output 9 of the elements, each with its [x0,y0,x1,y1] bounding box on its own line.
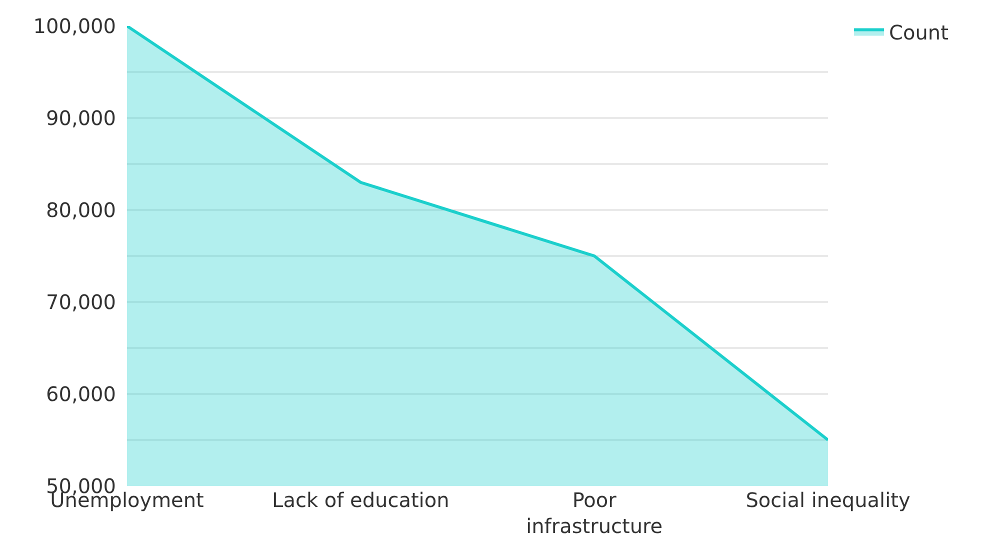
y-tick-label: 90,000 [46,106,116,130]
x-tick-label: Social inequality [746,488,910,512]
legend-label: Count [889,20,949,44]
y-tick-label: 60,000 [46,382,116,406]
y-tick-label: 70,000 [46,290,116,314]
x-tick-label: Lack of education [272,488,450,512]
x-tick-label: Poor infrastructure [526,488,663,538]
y-tick-label: 80,000 [46,198,116,222]
y-tick-label: 100,000 [33,14,116,38]
